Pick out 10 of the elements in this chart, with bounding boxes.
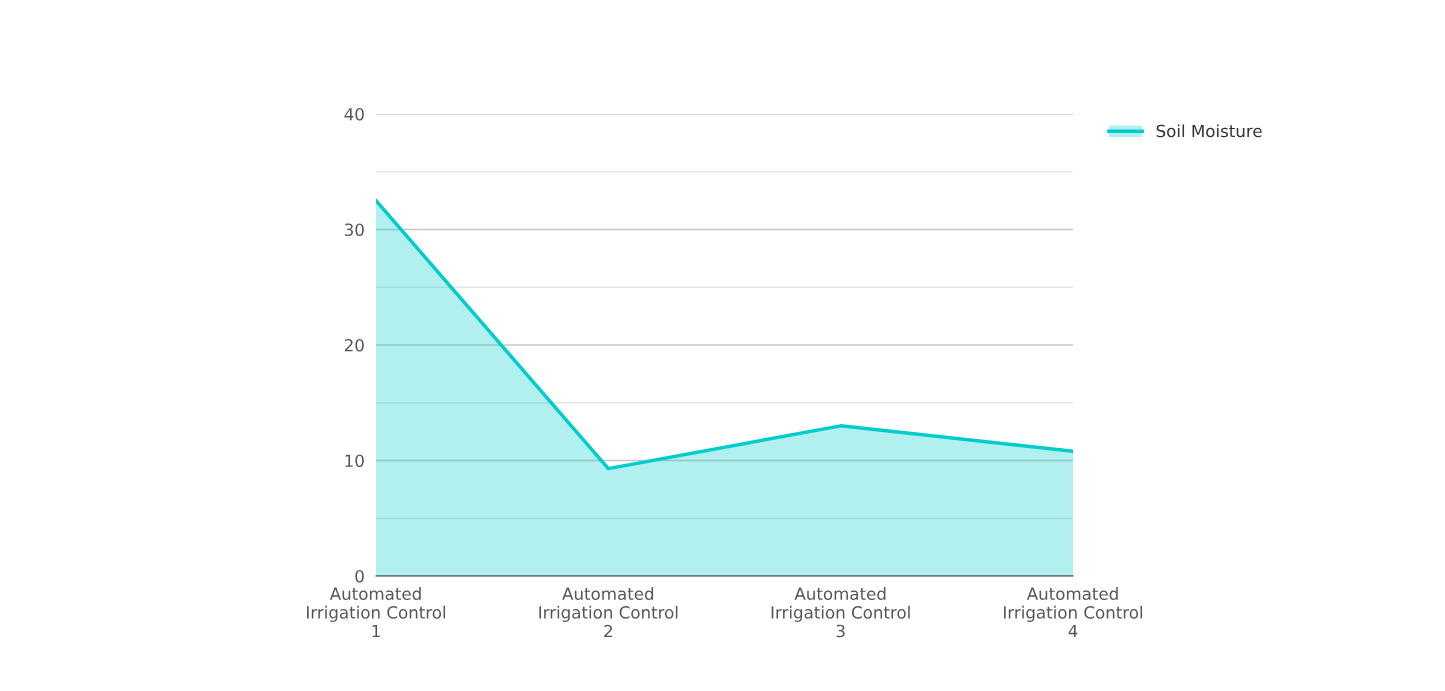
y-tick-label: 30	[344, 223, 364, 237]
y-tick-label: 40	[344, 107, 364, 121]
y-tick-label: 10	[345, 454, 364, 468]
x-tick-label: Automated Irrigation Control 1	[307, 587, 446, 638]
y-tick-label: 20	[344, 338, 364, 352]
x-tick-label: Automated Irrigation Control 2	[539, 587, 678, 638]
x-tick-label: Automated Irrigation Control 3	[771, 587, 910, 638]
y-tick-label: 0	[355, 569, 364, 583]
x-tick-label: Automated Irrigation Control 4	[1004, 587, 1143, 638]
legend-label: Soil Moisture	[1156, 124, 1262, 138]
